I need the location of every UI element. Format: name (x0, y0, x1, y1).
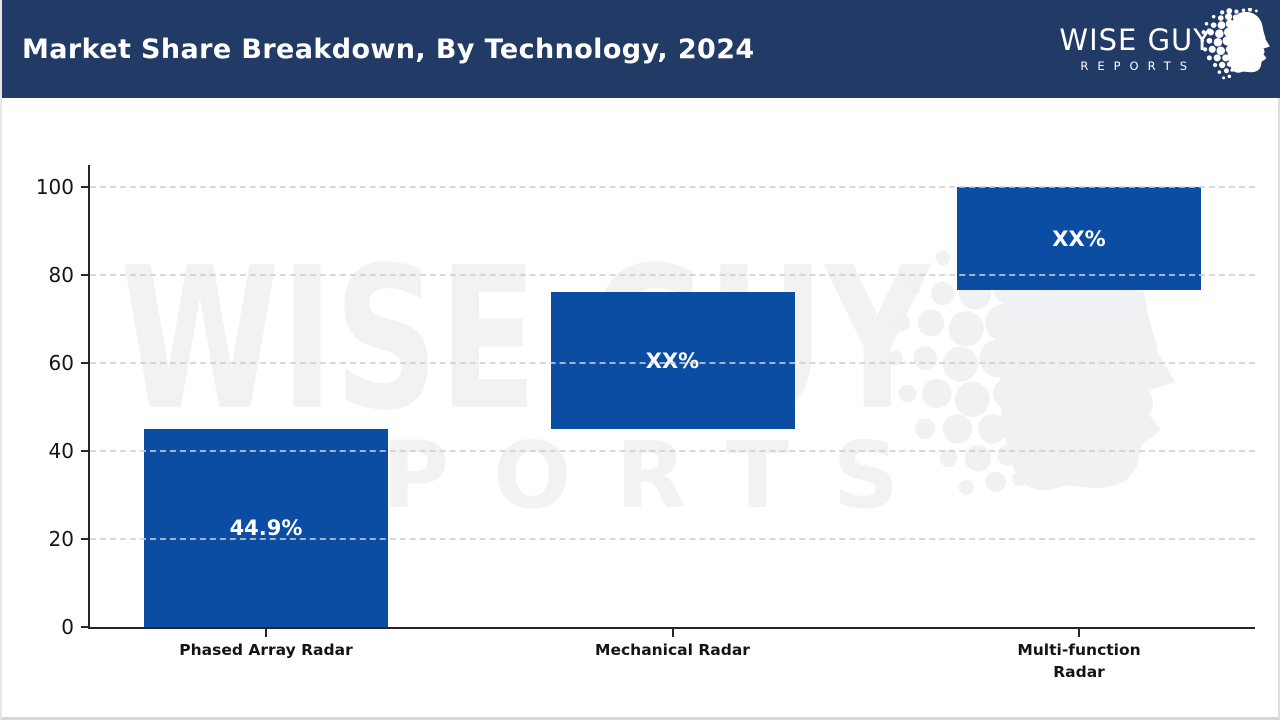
y-axis-line (88, 165, 90, 627)
x-axis-line (88, 627, 1255, 629)
page-title: Market Share Breakdown, By Technology, 2… (22, 33, 755, 65)
gridline (90, 450, 1255, 452)
bar-value-label: XX% (645, 348, 700, 373)
brand-logo-text: WISE GUY REPORTS (1059, 22, 1212, 73)
y-axis-tick-label: 60 (48, 351, 74, 375)
y-axis-tick (81, 450, 90, 452)
gridline (90, 274, 1255, 276)
category-label: Multi-function Radar (1017, 641, 1141, 681)
x-axis-tick (1078, 629, 1080, 637)
brand-subname: REPORTS (1080, 58, 1197, 73)
gridline (90, 538, 1255, 540)
y-axis-tick (81, 186, 90, 188)
bar-value-label: 44.9% (229, 516, 303, 541)
y-axis-tick (81, 362, 90, 364)
gridline (90, 186, 1255, 188)
category-label: Phased Array Radar (179, 641, 353, 659)
x-axis-tick (671, 629, 674, 637)
x-axis-tick (265, 629, 267, 637)
brand-logo: WISE GUY REPORTS (1059, 8, 1272, 90)
y-axis-tick-label: 100 (35, 175, 74, 199)
bar-segment: XX% (550, 292, 795, 429)
y-axis-tick-label: 20 (48, 527, 74, 551)
y-axis-tick (81, 538, 90, 540)
category-label: Mechanical Radar (595, 641, 750, 659)
header-band: Market Share Breakdown, By Technology, 2… (2, 0, 1280, 98)
brand-face-icon (1200, 8, 1270, 80)
y-axis-tick-label: 0 (61, 615, 74, 639)
bar-value-label: XX% (1052, 226, 1106, 251)
bar-segment: 44.9% (144, 429, 388, 627)
y-axis-tick-label: 40 (48, 439, 74, 463)
y-axis-tick-label: 80 (48, 263, 74, 287)
brand-name: WISE GUY (1059, 22, 1212, 57)
y-axis-tick (81, 274, 90, 276)
y-axis-tick (81, 626, 90, 628)
gridline (90, 362, 1255, 364)
